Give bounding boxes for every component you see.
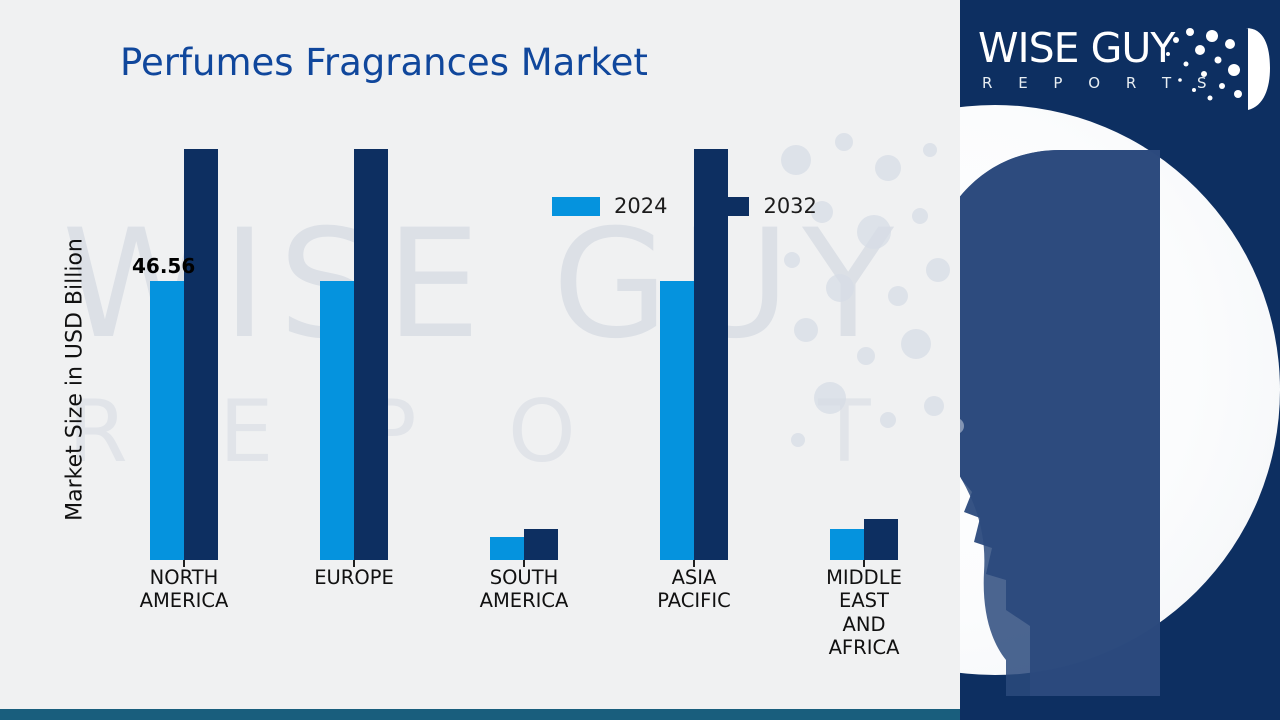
- logo-dot-cluster-icon: [1166, 28, 1270, 110]
- brand-logo: WISE GUY R E P O R T S: [978, 24, 1270, 110]
- category-label-3: SOUTH AMERICA: [479, 566, 569, 613]
- head-profile-icon: [960, 150, 1160, 696]
- category-label-1: NORTH AMERICA: [139, 566, 229, 613]
- category-label-5: MIDDLE EAST AND AFRICA: [826, 566, 902, 660]
- legend-item-2024[interactable]: 2024: [552, 194, 667, 218]
- axis-tick-4: [693, 560, 695, 567]
- panel-dot-cluster-icon: [960, 419, 964, 433]
- bar-2024-1: [150, 280, 184, 560]
- axis-tick-2: [353, 560, 355, 567]
- bottom-accent-strip: [0, 709, 960, 720]
- axis-tick-3: [523, 560, 525, 567]
- bar-2032-2: [354, 149, 388, 560]
- bar-2024-2: [320, 280, 354, 560]
- legend-swatch-2024: [552, 196, 600, 216]
- logo-wise-guy-text: WISE GUY: [978, 24, 1175, 72]
- data-label-1: 46.56: [132, 253, 196, 278]
- legend-label-2032: 2032: [763, 194, 817, 218]
- legend-label-2024: 2024: [614, 194, 668, 218]
- axis-tick-1: [183, 560, 185, 567]
- category-label-4: ASIA PACIFIC: [657, 566, 731, 613]
- bar-2032-3: [524, 529, 558, 560]
- brand-panel: WISE GUY R E P O R T S: [960, 0, 1280, 720]
- plot-area: NORTH AMERICA EUROPE SOUTH AMERICA ASIA PAC…: [132, 149, 902, 660]
- category-label-2: EUROPE: [314, 566, 394, 589]
- bar-2024-5: [830, 528, 864, 560]
- bar-2032-4: [694, 149, 728, 560]
- bar-2032-5: [864, 519, 898, 560]
- axis-tick-5: [863, 560, 865, 567]
- bar-2024-4: [660, 280, 694, 560]
- bar-2024-3: [490, 536, 524, 560]
- page-title: Perfumes Fragrances Market: [120, 41, 648, 84]
- logo-reports-text: R E P O R T S: [982, 74, 1217, 92]
- bar-2032-1: [184, 149, 218, 560]
